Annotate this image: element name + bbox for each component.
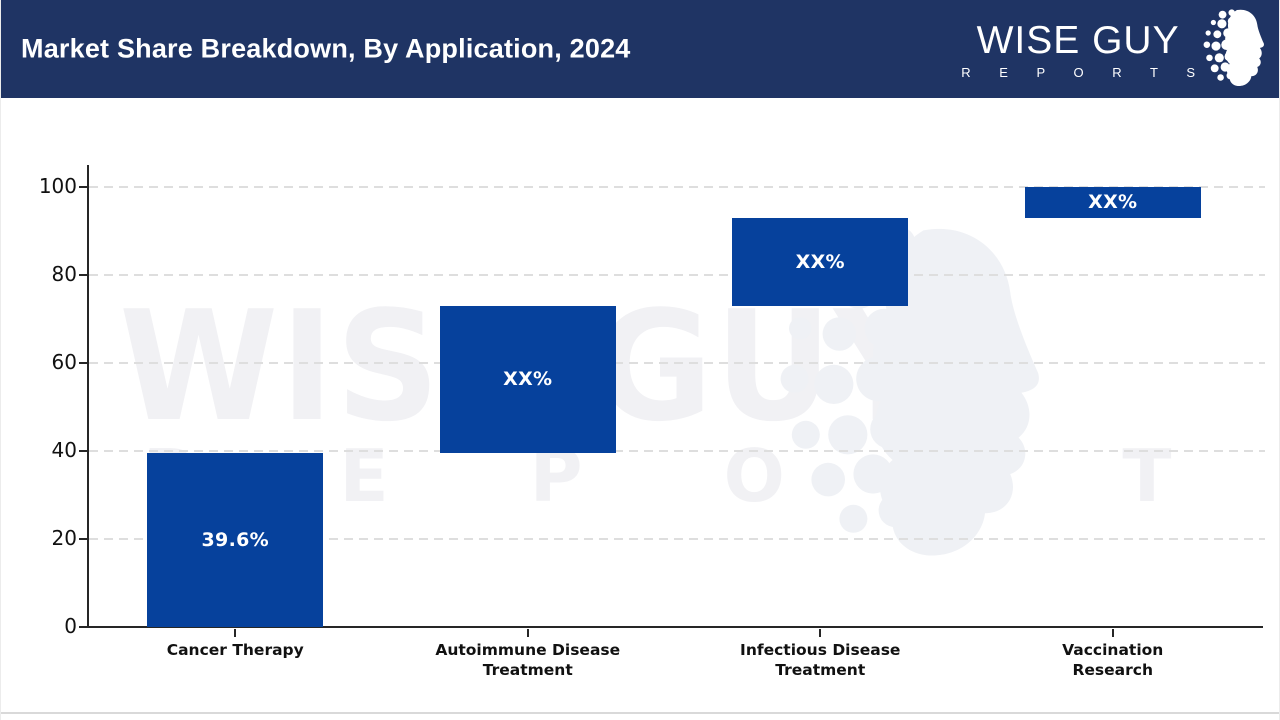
y-axis-tick-label: 40 xyxy=(51,438,77,462)
bar-value-label: 39.6% xyxy=(201,528,269,551)
header-bar: Market Share Breakdown, By Application, … xyxy=(1,0,1279,98)
brand-subtitle: R E P O R T S xyxy=(961,64,1208,80)
y-axis-tick xyxy=(79,274,88,276)
y-axis-tick-label: 60 xyxy=(51,350,77,374)
bar-autoimmune-disease: XX% xyxy=(439,305,616,453)
x-axis-category-label: Cancer Therapy xyxy=(166,641,304,659)
bar-value-label: XX% xyxy=(503,368,553,391)
y-axis-tick-label: 80 xyxy=(51,262,77,286)
y-axis-tick xyxy=(79,626,88,628)
y-axis-tick xyxy=(79,186,88,188)
brand-name: WISE GUY xyxy=(976,18,1180,62)
brand-logo: WISE GUY R E P O R T S xyxy=(961,4,1271,94)
y-axis-tick-label: 20 xyxy=(51,526,77,550)
gridline xyxy=(89,186,1265,188)
y-axis-tick xyxy=(79,450,88,452)
x-axis-category-label: Autoimmune Disease Treatment xyxy=(435,641,621,679)
y-axis-tick xyxy=(79,362,88,364)
y-axis-line xyxy=(87,165,89,628)
y-axis-tick xyxy=(79,538,88,540)
gridline xyxy=(89,362,1265,364)
bar-value-label: XX% xyxy=(1088,191,1138,214)
bottom-divider xyxy=(1,712,1279,714)
bar-vaccination: XX% xyxy=(1024,187,1201,218)
gridline xyxy=(89,450,1265,452)
page-title: Market Share Breakdown, By Application, … xyxy=(21,33,631,64)
x-axis-tick xyxy=(1111,629,1114,637)
y-axis-tick-label: 0 xyxy=(64,614,77,638)
x-axis-tick xyxy=(234,629,237,637)
brand-head-icon xyxy=(1203,9,1264,87)
bar-value-label: XX% xyxy=(795,250,845,273)
x-axis-category-label: Infectious Disease Treatment xyxy=(740,641,901,679)
brand-logo-text: WISE GUY R E P O R T S xyxy=(961,19,1195,80)
bar-cancer-therapy: 39.6% xyxy=(147,452,324,627)
bar-infectious-disease: XX% xyxy=(732,217,909,306)
x-axis-line xyxy=(87,626,1263,628)
gridline xyxy=(89,538,1265,540)
x-axis-tick xyxy=(819,629,822,637)
x-axis-category-label: Vaccination Research xyxy=(1062,641,1164,679)
y-axis-tick-label: 100 xyxy=(38,174,77,198)
gridline xyxy=(89,274,1265,276)
x-axis-tick xyxy=(526,629,529,637)
